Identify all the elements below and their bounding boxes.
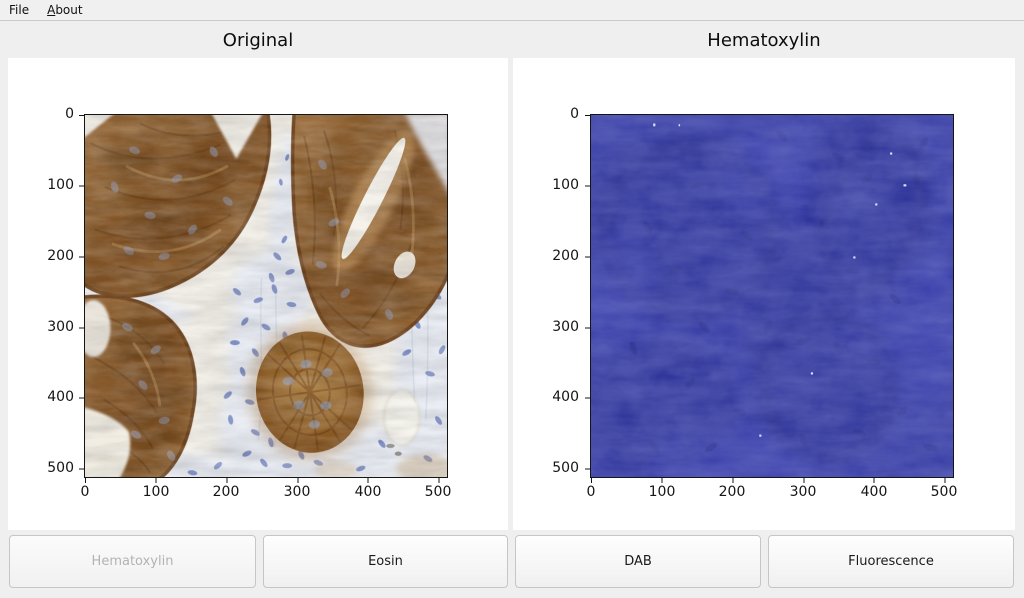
x-tick-label: 300 [283,484,311,500]
panel-title-hematoxylin: Hematoxylin [707,30,821,51]
x-tick-label: 400 [354,484,382,500]
original-panel: 0 100 200 300 400 500 0 100 200 300 400 … [8,58,508,530]
menu-file[interactable]: File [9,3,30,17]
x-axis-tick-marks [85,478,440,483]
dab-button[interactable]: DAB [515,535,761,588]
panel-title-original: Original [222,30,294,51]
y-tick-label: 400 [552,389,579,405]
y-tick-label: 0 [570,106,579,122]
eosin-button[interactable]: Eosin [263,535,508,588]
bright-specks [653,123,907,437]
x-tick-label: 400 [860,484,888,500]
y-tick-label: 500 [47,460,74,476]
hematoxylin-button[interactable]: Hematoxylin [9,535,256,588]
y-tick-label: 500 [552,460,579,476]
y-tick-label: 200 [47,248,74,264]
y-tick-label: 200 [552,248,579,264]
y-tick-label: 400 [47,389,74,405]
x-tick-label: 200 [212,484,240,500]
hematoxylin-panel: 0 100 200 300 400 500 0 100 200 300 400 … [513,58,1015,530]
x-tick-label: 500 [424,484,452,500]
y-tick-label: 100 [552,177,579,193]
menu-about[interactable]: About [38,0,92,20]
x-tick-label: 0 [586,484,596,500]
y-axis-tick-marks [79,115,84,470]
x-tick-label: 100 [142,484,170,500]
fluorescence-button[interactable]: Fluorescence [768,535,1014,588]
original-image [85,115,447,477]
hematoxylin-image-frame [590,114,954,478]
y-tick-label: 0 [65,106,74,122]
menu-about-rest: bout [55,3,83,17]
x-axis-tick-marks [591,478,946,483]
y-tick-label: 300 [47,319,74,335]
menu-about-accel: A [47,3,56,17]
x-tick-label: 0 [80,484,90,500]
x-tick-label: 500 [930,484,958,500]
x-tick-label: 300 [789,484,817,500]
menu-bar: File About [0,0,1024,21]
y-tick-label: 100 [47,177,74,193]
y-tick-label: 300 [552,319,579,335]
x-tick-label: 100 [648,484,676,500]
hematoxylin-image [591,115,953,477]
original-image-frame [84,114,448,478]
y-axis-tick-marks [585,115,590,470]
x-tick-label: 200 [718,484,746,500]
